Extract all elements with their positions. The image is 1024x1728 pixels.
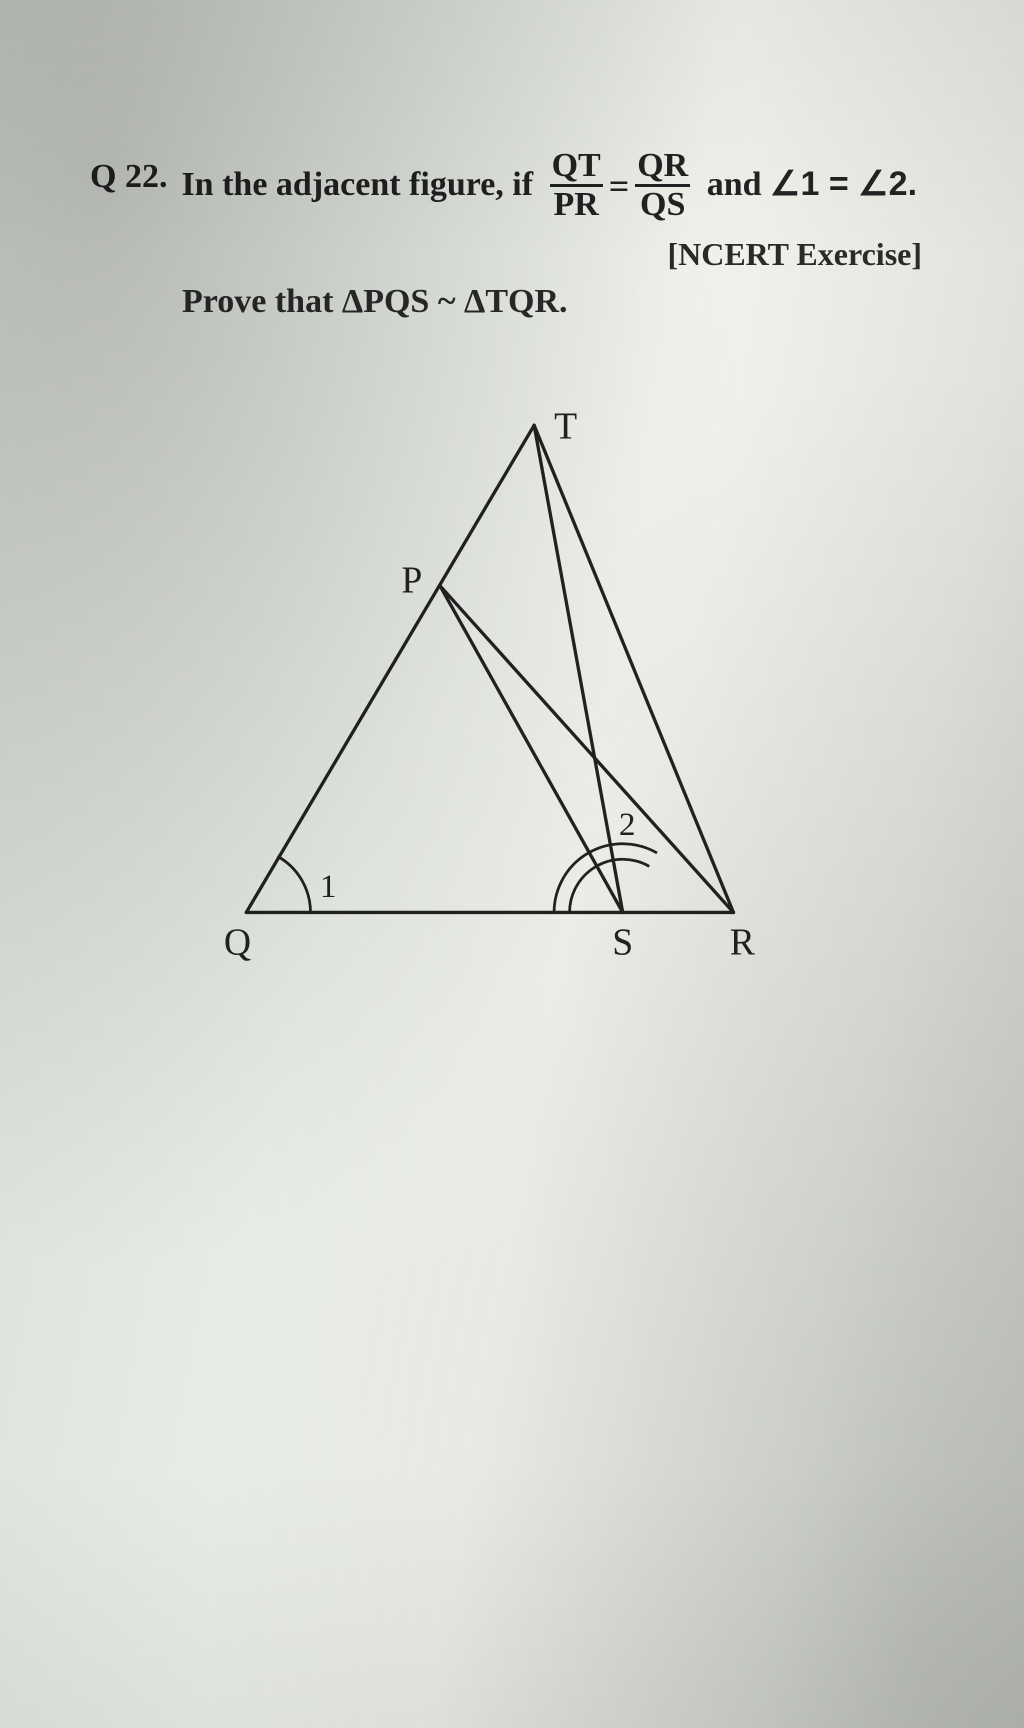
fraction-2: QR QS — [635, 148, 690, 222]
svg-text:R: R — [730, 922, 756, 964]
fraction-1: QT PR — [550, 148, 603, 222]
prove-statement: Prove that ΔPQS ~ ΔTQR. — [182, 283, 934, 321]
page-root: Q 22. In the adjacent figure, if QT PR =… — [0, 0, 1024, 1728]
figure-labels: T P Q S R 1 2 — [224, 406, 756, 964]
svg-text:S: S — [612, 922, 633, 964]
svg-text:Q: Q — [224, 922, 251, 964]
svg-text:T: T — [554, 406, 577, 448]
equals-sign: = — [609, 158, 630, 216]
fraction-2-num: QR — [635, 148, 690, 187]
question-text-mid: and — [707, 166, 762, 203]
fraction-1-num: QT — [550, 148, 603, 187]
svg-text:P: P — [401, 560, 422, 602]
source-citation: [NCERT Exercise] — [90, 236, 934, 273]
question-text-before: In the adjacent figure, if — [181, 166, 533, 203]
question-text: In the adjacent figure, if QT PR = QR QS… — [181, 150, 934, 224]
triangle-figure: T P Q S R 1 2 — [202, 381, 822, 1001]
question-number: Q 22. — [90, 150, 167, 204]
formula-ratio: QT PR = QR QS — [550, 150, 691, 224]
svg-text:1: 1 — [320, 868, 337, 905]
figure-lines — [246, 426, 733, 913]
figure-container: T P Q S R 1 2 — [90, 381, 934, 1001]
svg-text:2: 2 — [619, 806, 636, 843]
question-line: Q 22. In the adjacent figure, if QT PR =… — [90, 150, 934, 224]
angle-equality: ∠1 = ∠2. — [770, 165, 917, 203]
fraction-2-den: QS — [638, 187, 687, 223]
fraction-1-den: PR — [551, 187, 600, 223]
